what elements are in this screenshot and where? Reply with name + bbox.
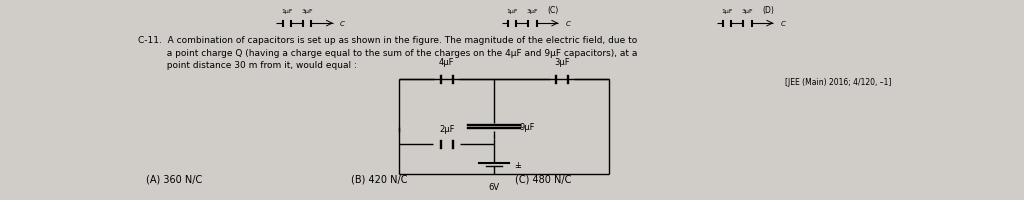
Text: (C): (C)	[548, 6, 558, 15]
Text: 9μF: 9μF	[519, 123, 536, 131]
Text: [JEE (Main) 2016; 4/120, –1]: [JEE (Main) 2016; 4/120, –1]	[784, 78, 891, 87]
Text: 3μF: 3μF	[741, 9, 754, 14]
Text: 2μF: 2μF	[439, 125, 455, 134]
Text: (A) 360 N/C: (A) 360 N/C	[146, 174, 202, 184]
Text: 3μF: 3μF	[301, 9, 313, 14]
Text: 3μF: 3μF	[526, 9, 539, 14]
Text: 1μF: 1μF	[506, 9, 518, 14]
Text: 3μF: 3μF	[554, 58, 569, 67]
Text: +: +	[514, 160, 521, 169]
Text: C: C	[780, 21, 785, 27]
Text: 1μF: 1μF	[721, 9, 733, 14]
Text: −: −	[514, 163, 521, 171]
Text: 4μF: 4μF	[439, 58, 455, 67]
Text: (C) 480 N/C: (C) 480 N/C	[514, 174, 571, 184]
Text: 1μF: 1μF	[281, 9, 293, 14]
Text: (B) 420 N/C: (B) 420 N/C	[350, 174, 408, 184]
Text: C-11.  A combination of capacitors is set up as shown in the figure. The magnitu: C-11. A combination of capacitors is set…	[138, 36, 638, 70]
Text: (D): (D)	[762, 6, 774, 15]
Text: C: C	[340, 21, 345, 27]
Text: 6V: 6V	[488, 182, 500, 191]
Text: C: C	[565, 21, 570, 27]
